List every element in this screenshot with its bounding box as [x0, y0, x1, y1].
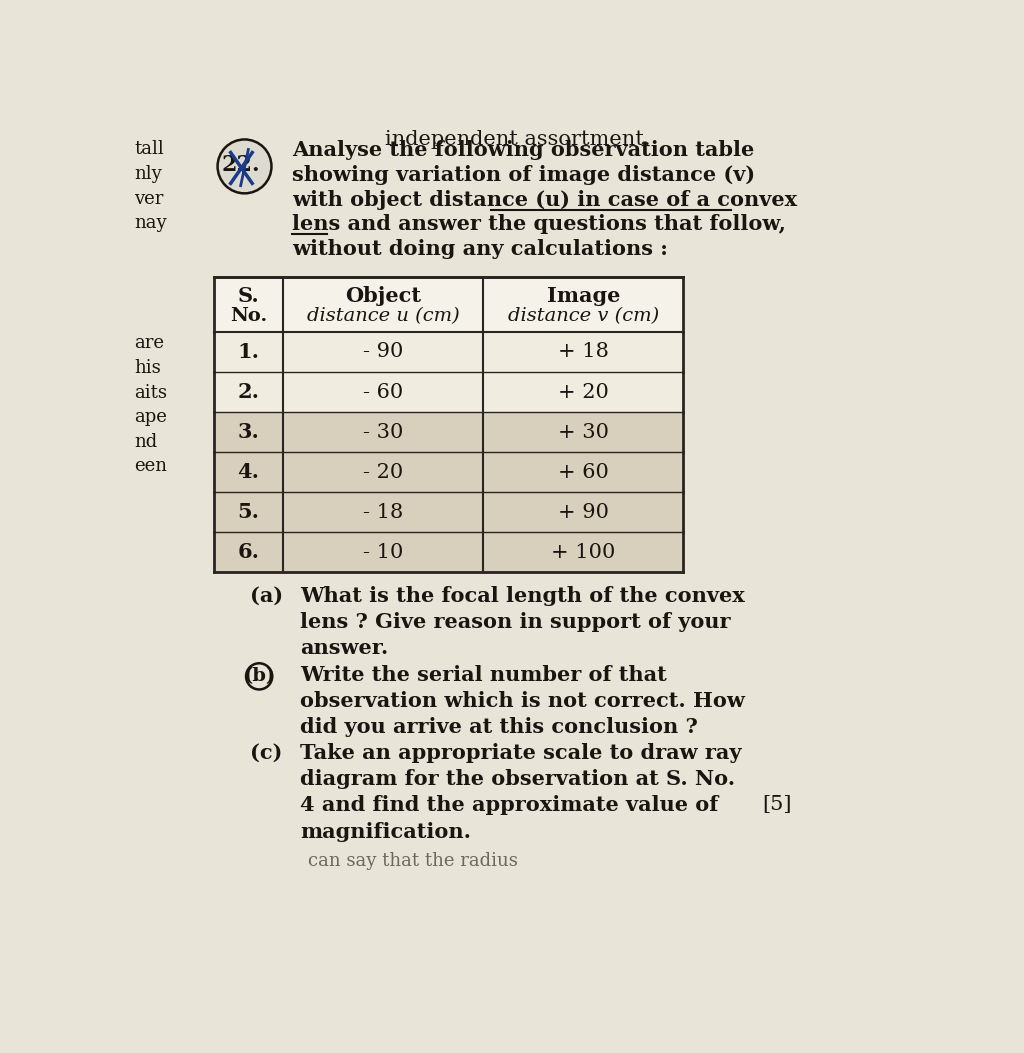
Text: 2.: 2.: [238, 382, 259, 402]
Text: 4.: 4.: [238, 462, 259, 482]
Text: ape: ape: [134, 409, 167, 426]
Text: + 60: + 60: [558, 462, 608, 481]
Text: 4 and find the approximate value of: 4 and find the approximate value of: [300, 795, 718, 815]
Text: did you arrive at this conclusion ?: did you arrive at this conclusion ?: [300, 717, 697, 737]
Text: Analyse the following observation table: Analyse the following observation table: [292, 140, 755, 160]
Text: S.: S.: [238, 285, 259, 305]
Text: What is the focal length of the convex: What is the focal length of the convex: [300, 587, 744, 607]
Bar: [214, 372, 683, 412]
Text: - 90: - 90: [362, 342, 403, 361]
Text: + 30: + 30: [558, 422, 609, 441]
Text: Take an appropriate scale to draw ray: Take an appropriate scale to draw ray: [300, 743, 741, 763]
Text: - 60: - 60: [362, 382, 403, 401]
Text: observation which is not correct. How: observation which is not correct. How: [300, 691, 744, 711]
Bar: [214, 532, 683, 572]
Text: magnification.: magnification.: [300, 821, 471, 841]
Text: are: are: [134, 334, 165, 353]
Text: - 10: - 10: [362, 542, 403, 561]
Text: answer.: answer.: [300, 638, 388, 658]
Bar: [214, 452, 683, 492]
Bar: [214, 492, 683, 532]
Text: nly: nly: [134, 165, 162, 183]
Text: distance v (cm): distance v (cm): [508, 307, 659, 325]
Text: + 90: + 90: [558, 502, 609, 521]
Text: aits: aits: [134, 383, 167, 401]
Text: 1.: 1.: [238, 342, 259, 362]
Text: Write the serial number of that: Write the serial number of that: [300, 664, 667, 684]
Text: 5.: 5.: [238, 502, 259, 522]
Text: 3.: 3.: [238, 422, 259, 442]
Text: can say that the radius: can say that the radius: [307, 852, 517, 870]
Text: 6.: 6.: [238, 542, 259, 562]
Bar: [214, 412, 683, 452]
Text: without doing any calculations :: without doing any calculations :: [292, 239, 668, 259]
Text: + 18: + 18: [558, 342, 608, 361]
Text: (a): (a): [250, 587, 283, 607]
Text: ver: ver: [134, 190, 164, 207]
Bar: [214, 332, 683, 372]
Text: diagram for the observation at S. No.: diagram for the observation at S. No.: [300, 770, 735, 790]
Text: + 20: + 20: [558, 382, 608, 401]
Text: (c): (c): [250, 743, 283, 763]
Text: Image: Image: [547, 285, 620, 305]
Text: + 100: + 100: [551, 542, 615, 561]
Text: showing variation of image distance (v): showing variation of image distance (v): [292, 165, 756, 185]
Circle shape: [217, 139, 271, 194]
Text: No.: No.: [229, 307, 267, 325]
Text: lens and answer the questions that follow,: lens and answer the questions that follo…: [292, 214, 786, 234]
Text: 22.: 22.: [221, 154, 260, 176]
Text: tall: tall: [134, 140, 164, 158]
Text: - 20: - 20: [362, 462, 403, 481]
Text: Object: Object: [345, 285, 421, 305]
Text: his: his: [134, 359, 161, 377]
Text: nay: nay: [134, 214, 167, 232]
Text: een: een: [134, 457, 167, 476]
Text: nd: nd: [134, 433, 158, 451]
Text: with object distance (u) in case of a convex: with object distance (u) in case of a co…: [292, 190, 798, 210]
Text: distance u (cm): distance u (cm): [307, 307, 460, 325]
Text: [5]: [5]: [762, 795, 792, 814]
Text: independent assortment.: independent assortment.: [385, 131, 650, 150]
Text: - 30: - 30: [362, 422, 403, 441]
Text: (b): (b): [243, 668, 275, 686]
Bar: [214, 277, 683, 332]
Text: lens ? Give reason in support of your: lens ? Give reason in support of your: [300, 612, 730, 632]
Text: - 18: - 18: [362, 502, 403, 521]
